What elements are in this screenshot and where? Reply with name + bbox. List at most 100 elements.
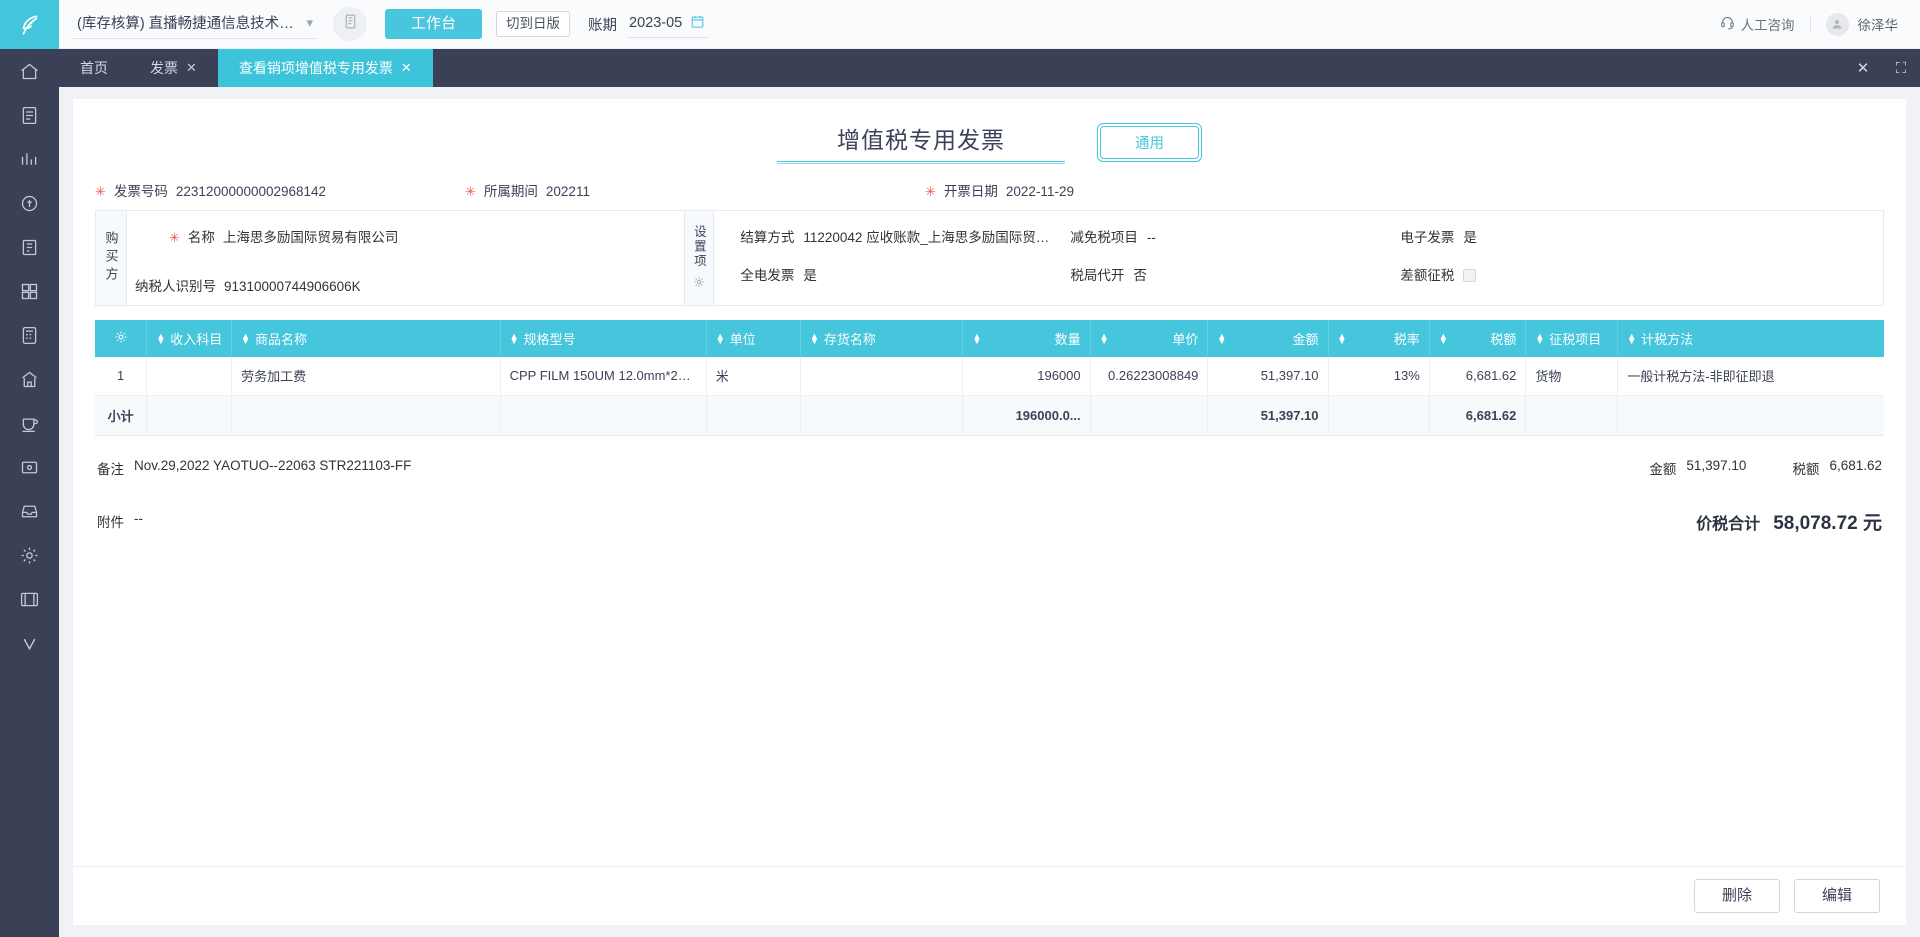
field-value: 2022-11-29 xyxy=(1005,184,1074,199)
column-inventory-name[interactable]: ▲ ▼ 存货名称 xyxy=(800,320,964,357)
settings-side-panel[interactable]: 设置项 xyxy=(684,211,715,305)
app-logo[interactable] xyxy=(0,0,59,49)
sidebar-item-bank[interactable] xyxy=(0,225,59,269)
column-goods-name[interactable]: ▲ ▼ 商品名称 xyxy=(231,320,501,357)
sort-icon: ▲ ▼ xyxy=(715,330,725,346)
cell-tax-method: 一般计税方法-非即征即退 xyxy=(1617,357,1884,396)
close-all-tabs-button[interactable]: ✕ xyxy=(1844,49,1882,87)
cell-tax-rate: 13% xyxy=(1328,357,1430,396)
tab-view-vat-special-invoice[interactable]: 查看销项增值税专用发票 ✕ xyxy=(217,49,433,87)
subtotal-blank xyxy=(800,395,964,436)
delete-button[interactable]: 删除 xyxy=(1693,878,1780,914)
cell-tax-item: 货物 xyxy=(1525,357,1619,396)
column-tax-amount[interactable]: ▲ ▼ 税额 xyxy=(1429,320,1527,357)
column-income-account[interactable]: ▲ ▼ 收入科目 xyxy=(146,320,233,357)
sidebar-item-settings[interactable] xyxy=(0,533,59,577)
sidebar-item-chart[interactable] xyxy=(0,137,59,181)
switch-version-button[interactable]: 切到日版 xyxy=(496,10,571,38)
left-sidebar xyxy=(0,0,59,937)
title-underline xyxy=(777,161,1065,164)
sidebar-item-file[interactable] xyxy=(0,93,59,137)
column-label: 金额 xyxy=(1292,332,1319,347)
grand-total-value: 58,078.72 元 xyxy=(1773,512,1882,534)
field-remark: 备注 Nov.29,2022 YAOTUO--22063 STR221103-F… xyxy=(97,458,411,478)
sidebar-item-cup[interactable] xyxy=(0,401,59,445)
bottom-gap xyxy=(73,925,1906,937)
cup-icon xyxy=(19,413,40,434)
field-label: 税局代开 xyxy=(1070,268,1125,283)
user-menu[interactable]: 徐泽华 xyxy=(1825,12,1898,36)
close-icon[interactable]: ✕ xyxy=(186,60,197,75)
cell-price: 0.26223008849 xyxy=(1090,357,1209,396)
column-unit[interactable]: ▲ ▼ 单位 xyxy=(706,320,801,357)
ticket-icon xyxy=(19,457,40,478)
gear-icon xyxy=(19,545,40,566)
subtotal-blank xyxy=(1090,395,1209,436)
invoice-meta-row: ✳ 发票号码 22312000000002968142 ✳ 所属期间 20221… xyxy=(95,176,1884,210)
field-label: 减免税项目 xyxy=(1070,230,1138,245)
column-price[interactable]: ▲ ▼ 单价 xyxy=(1090,320,1209,357)
cell-goods-name: 劳务加工费 xyxy=(231,357,501,396)
field-value: 是 xyxy=(803,268,817,283)
field-label: 名称 xyxy=(187,230,215,245)
sidebar-item-grid[interactable] xyxy=(0,269,59,313)
sidebar-item-house[interactable] xyxy=(0,357,59,401)
sidebar-item-coin[interactable] xyxy=(0,181,59,225)
inbox-icon xyxy=(19,501,40,522)
subtotal-amount: 51,397.10 xyxy=(1207,395,1329,436)
close-icon[interactable]: ✕ xyxy=(400,60,412,75)
tab-home[interactable]: 首页 xyxy=(59,49,129,87)
column-spec[interactable]: ▲ ▼ 规格型号 xyxy=(500,320,707,357)
sort-icon: ▲ ▼ xyxy=(809,330,819,346)
column-amount[interactable]: ▲ ▼ 金额 xyxy=(1207,320,1329,357)
general-badge[interactable]: 通用 xyxy=(1097,123,1202,162)
tab-invoice[interactable]: 发票 ✕ xyxy=(129,49,218,87)
tabbar-spacer xyxy=(433,49,1844,87)
gear-icon[interactable] xyxy=(693,276,705,291)
column-quantity[interactable]: ▲ ▼ 数量 xyxy=(962,320,1091,357)
field-tax-bureau-issued: 税局代开 否 xyxy=(1070,264,1400,284)
top-bar: (库存核算) 直播畅捷通信息技术股份... ▾ 工作台 切到日版 账期 2023… xyxy=(59,0,1920,49)
buyer-side-label: 购买方 xyxy=(96,211,127,305)
field-value: 上海思多励国际贸易有限公司 xyxy=(222,230,399,245)
column-tax-rate[interactable]: ▲ ▼ 税率 xyxy=(1328,320,1430,357)
sidebar-item-v[interactable] xyxy=(0,621,59,665)
settings-side-label: 设置项 xyxy=(691,225,706,269)
company-selector[interactable]: (库存核算) 直播畅捷通信息技术股份... ▾ xyxy=(73,9,317,39)
attachment-row: 附件 -- 价税合计 58,078.72 元 xyxy=(95,478,1884,535)
sidebar-item-media[interactable] xyxy=(0,577,59,621)
sidebar-item-calculator[interactable] xyxy=(0,313,59,357)
grand-total-label: 价税合计 xyxy=(1696,515,1761,533)
document-button[interactable] xyxy=(333,7,367,41)
avatar xyxy=(1825,12,1849,36)
column-tax-method[interactable]: ▲ ▼ 计税方法 xyxy=(1617,320,1884,357)
column-label: 征税项目 xyxy=(1549,332,1602,347)
media-icon xyxy=(19,589,40,610)
column-tax-item[interactable]: ▲ ▼ 征税项目 xyxy=(1525,320,1619,357)
sort-icon: ▲ ▼ xyxy=(1099,330,1109,346)
support-label: 人工咨询 xyxy=(1740,18,1795,33)
document-icon xyxy=(342,13,359,35)
column-settings-button[interactable] xyxy=(95,320,148,357)
subtotal-blank xyxy=(500,395,707,436)
column-label: 计税方法 xyxy=(1641,332,1694,347)
column-label: 单位 xyxy=(729,332,756,347)
sort-icon: ▲ ▼ xyxy=(241,330,251,346)
edit-button[interactable]: 编辑 xyxy=(1793,878,1880,914)
period-picker[interactable]: 2023-05 xyxy=(627,11,710,38)
field-value: 91310000744906606K xyxy=(224,279,361,294)
sidebar-item-inbox[interactable] xyxy=(0,489,59,533)
field-label: 差额征税 xyxy=(1400,268,1455,283)
workbench-button[interactable]: 工作台 xyxy=(385,8,483,40)
table-row[interactable]: 1 劳务加工费 CPP FILM 150UM 12.0mm*250... 米 1… xyxy=(95,357,1884,396)
sort-icon: ▲ ▼ xyxy=(1337,330,1347,346)
settings-fields: 结算方式 11220042 应收账款_上海思多励国际贸易有... 减免税项目 -… xyxy=(714,211,1883,305)
differential-taxation-checkbox[interactable] xyxy=(1463,269,1477,282)
sidebar-item-ticket[interactable] xyxy=(0,445,59,489)
support-button[interactable]: 人工咨询 xyxy=(1720,14,1795,34)
fullscreen-button[interactable]: ⛶ xyxy=(1882,49,1920,87)
buyer-fields: ✳ 名称 上海思多励国际贸易有限公司 纳税人识别号 91310000744906… xyxy=(127,211,684,305)
sidebar-item-home[interactable] xyxy=(0,49,59,93)
buyer-settings-block: 购买方 ✳ 名称 上海思多励国际贸易有限公司 纳税人识别号 9131000074… xyxy=(95,210,1884,306)
column-label: 税额 xyxy=(1490,332,1517,347)
